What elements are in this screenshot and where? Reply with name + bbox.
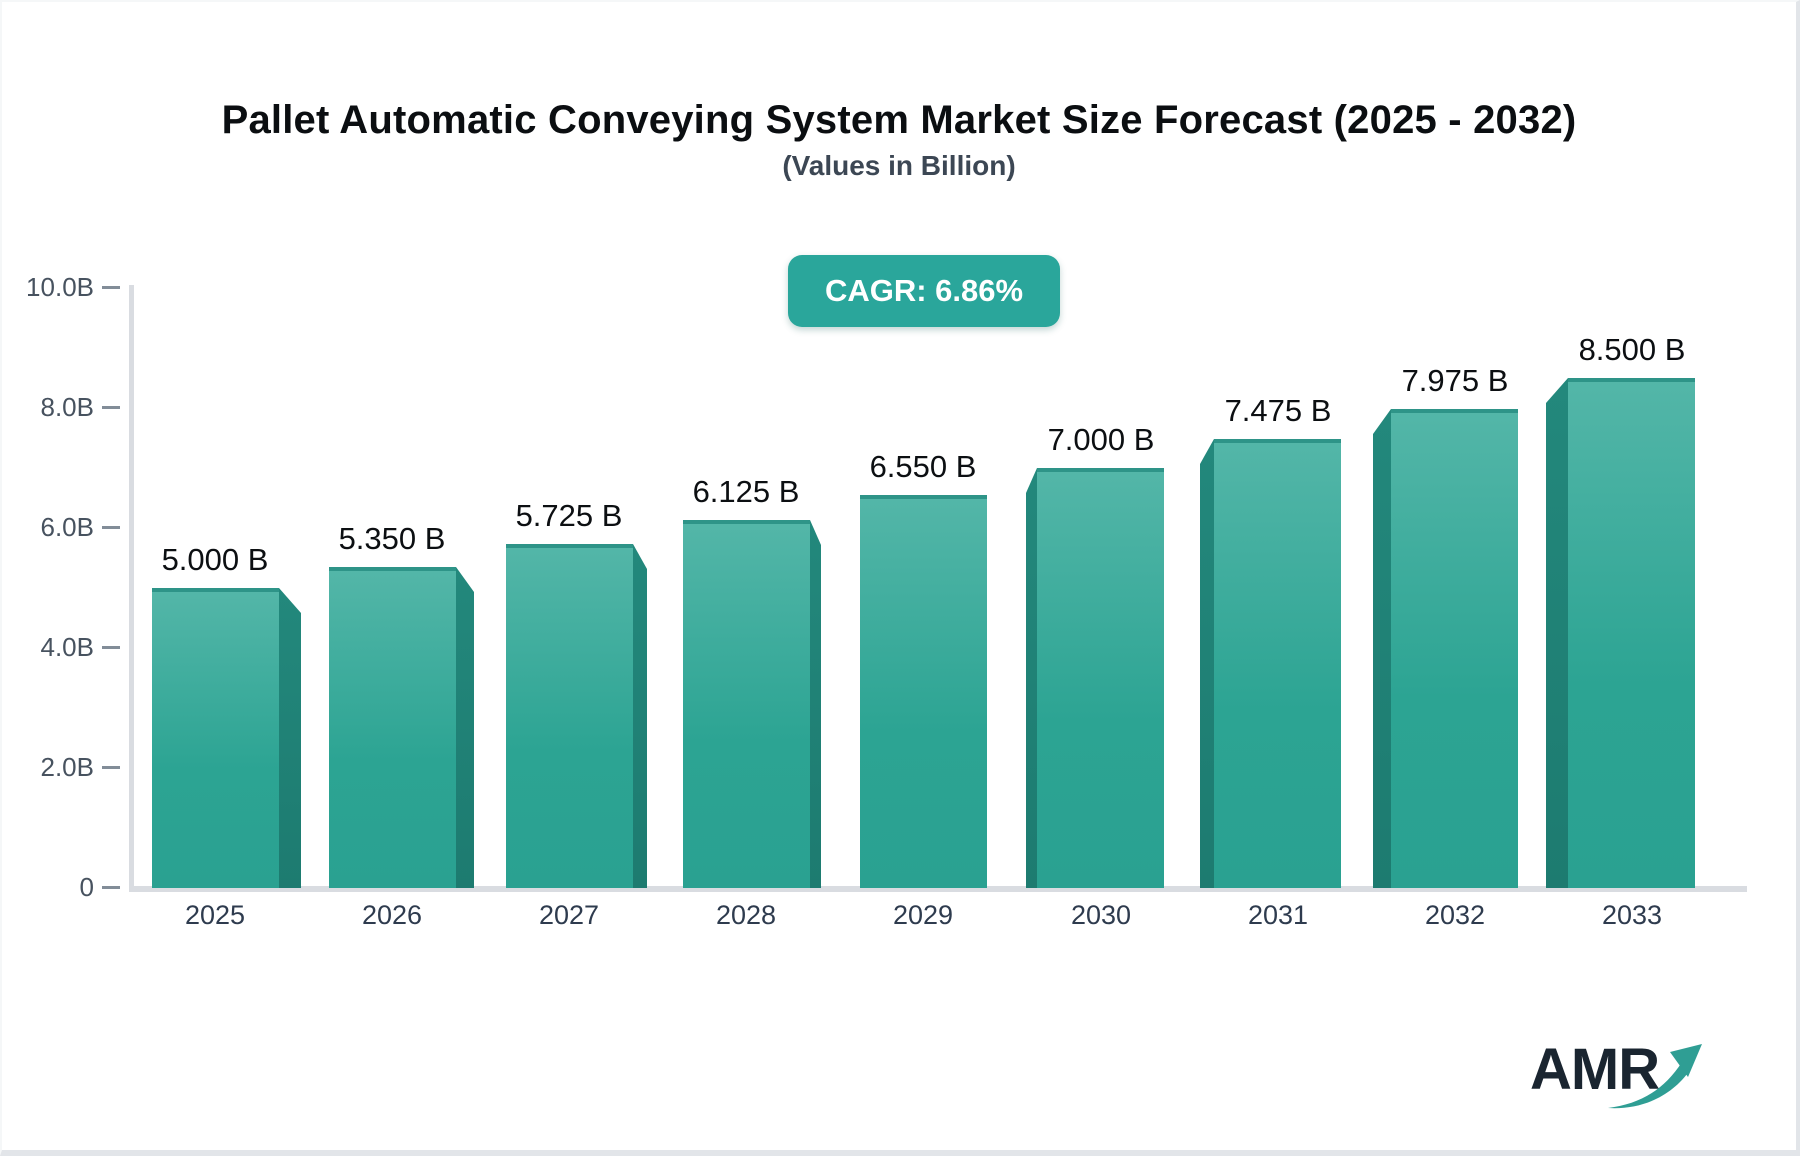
chart-title: Pallet Automatic Conveying System Market… (221, 98, 1577, 142)
bar-3d-side (1373, 409, 1391, 888)
x-axis-category-label: 2033 (1601, 900, 1663, 930)
bar-2028 (683, 520, 810, 888)
bar-value-label: 7.475 B (1224, 393, 1332, 428)
bar-3d-side (1200, 439, 1214, 888)
bar-2031 (1214, 439, 1341, 888)
bar-value-label: 8.500 B (1578, 332, 1686, 367)
bar-2030 (1037, 468, 1164, 888)
bar-value-label: 7.000 B (1047, 422, 1155, 457)
y-axis-tick (102, 526, 120, 529)
bar-2026 (329, 567, 456, 888)
bar-2029 (860, 495, 987, 888)
chart-subtitle: (Values in Billion) (782, 150, 1016, 181)
bar-2032 (1391, 409, 1518, 888)
y-axis-tick (102, 286, 120, 289)
bar-3d-side (1026, 468, 1037, 888)
x-axis-category-label: 2025 (184, 900, 246, 930)
amr-logo-text: AMR (1530, 1037, 1660, 1102)
y-axis-tick-label: 4.0B (40, 632, 95, 662)
bar-3d-side (1546, 378, 1568, 888)
y-axis-line (129, 285, 134, 892)
x-axis-category-label: 2028 (715, 900, 777, 930)
growth-arrow-icon (1608, 1044, 1702, 1109)
y-axis-tick (102, 646, 120, 649)
cagr-badge: CAGR: 6.86% (788, 255, 1060, 327)
bar-value-label: 6.125 B (692, 474, 800, 509)
x-axis-line (129, 886, 1747, 892)
bar-2025 (152, 588, 279, 888)
bar-value-label: 6.550 B (869, 449, 977, 484)
x-axis-category-label: 2030 (1070, 900, 1132, 930)
y-axis-tick-label: 6.0B (40, 512, 95, 542)
y-axis-tick (102, 406, 120, 409)
y-axis-tick (102, 886, 120, 889)
bar-value-label: 5.000 B (161, 542, 269, 577)
y-axis-tick-label: 10.0B (26, 272, 94, 302)
y-axis-tick-label: 0 (79, 872, 94, 902)
x-axis-category-label: 2027 (538, 900, 600, 930)
bar-2027 (506, 544, 633, 888)
x-axis-category-label: 2026 (361, 900, 423, 930)
bar-value-label: 5.725 B (515, 498, 623, 533)
amr-logo: AMR (1530, 1036, 1720, 1116)
bar-2033 (1568, 378, 1695, 888)
bar-3d-side (279, 588, 301, 888)
bar-3d-side (810, 520, 821, 888)
bar-3d-side (633, 544, 647, 888)
y-axis-tick-label: 8.0B (40, 392, 95, 422)
x-axis-category-label: 2029 (892, 900, 954, 930)
bar-3d-side (456, 567, 474, 888)
bar-value-label: 7.975 B (1401, 363, 1509, 398)
y-axis-tick-label: 2.0B (40, 752, 95, 782)
y-axis-tick (102, 766, 120, 769)
bar-value-label: 5.350 B (338, 521, 446, 556)
x-axis-category-label: 2032 (1424, 900, 1486, 930)
x-axis-category-label: 2031 (1247, 900, 1309, 930)
